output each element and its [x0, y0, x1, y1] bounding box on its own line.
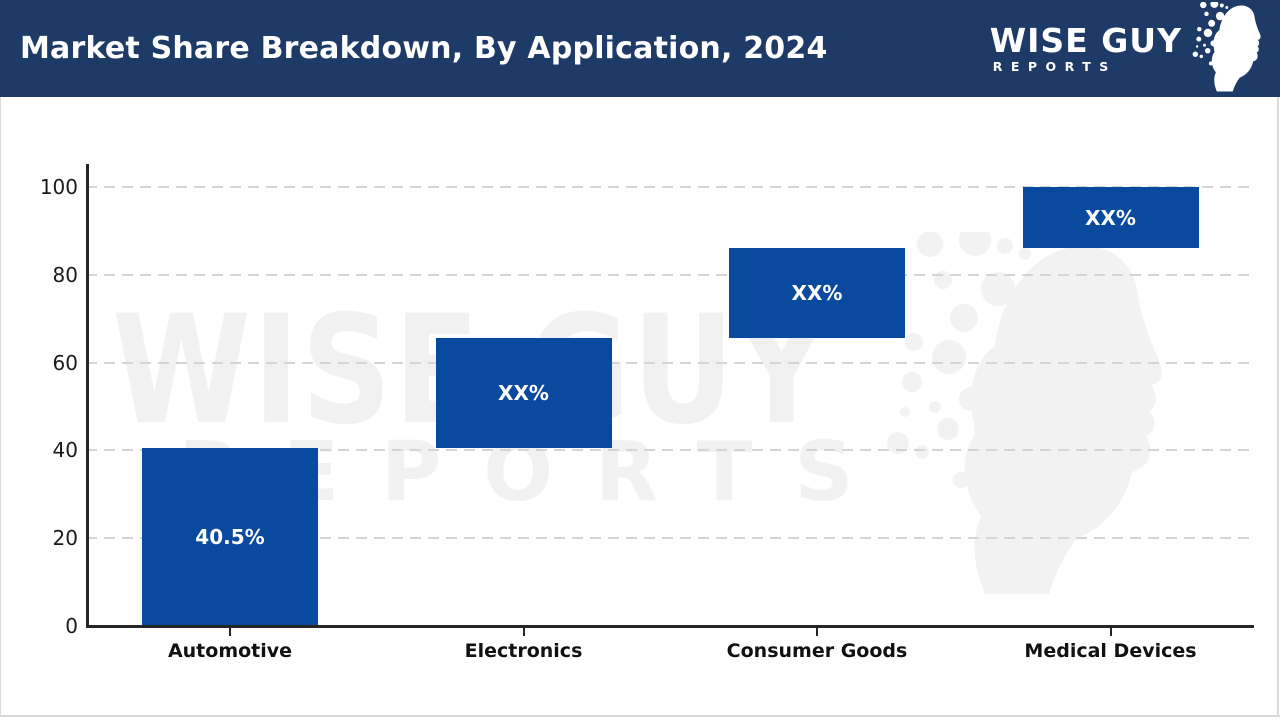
bar-label-medical-devices: XX% — [1085, 205, 1136, 230]
bar-medical-devices — [1022, 187, 1199, 249]
x-tick-automotive — [229, 627, 231, 636]
bar-consumer-goods — [729, 248, 905, 339]
y-gridline-80 — [86, 273, 1254, 276]
bar-automotive — [142, 448, 318, 626]
y-tick-label-40: 40 — [52, 438, 78, 463]
y-gridline-20 — [86, 537, 1254, 540]
x-tick-label-consumer-goods: Consumer Goods — [726, 640, 908, 662]
x-axis-line — [86, 625, 1254, 628]
y-axis-line — [86, 164, 89, 628]
x-tick-label-electronics: Electronics — [464, 640, 583, 662]
y-tick-label-80: 80 — [52, 262, 78, 287]
logo-subtitle: REPORTS — [992, 58, 1117, 74]
bar-electronics — [435, 338, 612, 449]
y-tick-label-60: 60 — [52, 350, 78, 375]
x-tick-medical-devices — [1109, 627, 1112, 636]
bar-label-automotive: 40.5% — [195, 525, 265, 550]
x-tick-label-medical-devices: Medical Devices — [1024, 640, 1197, 662]
x-tick-electronics — [522, 627, 525, 636]
y-tick-label-100: 100 — [39, 175, 78, 199]
x-tick-consumer-goods — [816, 627, 818, 636]
y-gridline-100 — [86, 186, 1254, 188]
header-bar: Market Share Breakdown, By Application, … — [0, 0, 1280, 97]
y-gridline-60 — [86, 361, 1254, 364]
y-gridline-40 — [86, 449, 1254, 452]
wise-guy-logo-text: WISE GUY REPORTS — [990, 24, 1182, 74]
bar-label-electronics: XX% — [498, 381, 549, 406]
watermark-face-icon — [862, 232, 1198, 612]
x-tick-label-automotive: Automotive — [167, 640, 293, 662]
y-tick-label-0: 0 — [65, 614, 78, 638]
wise-guy-face-icon — [1186, 2, 1270, 96]
wise-guy-logo: WISE GUY REPORTS — [990, 2, 1270, 96]
chart-title: Market Share Breakdown, By Application, … — [20, 31, 828, 66]
logo-wordmark: WISE GUY — [989, 20, 1182, 60]
left-frame-line — [0, 97, 1, 717]
right-frame-line — [1277, 97, 1279, 717]
bar-label-consumer-goods: XX% — [791, 281, 843, 306]
y-tick-label-20: 20 — [52, 526, 78, 551]
bottom-frame-line — [0, 715, 1280, 717]
